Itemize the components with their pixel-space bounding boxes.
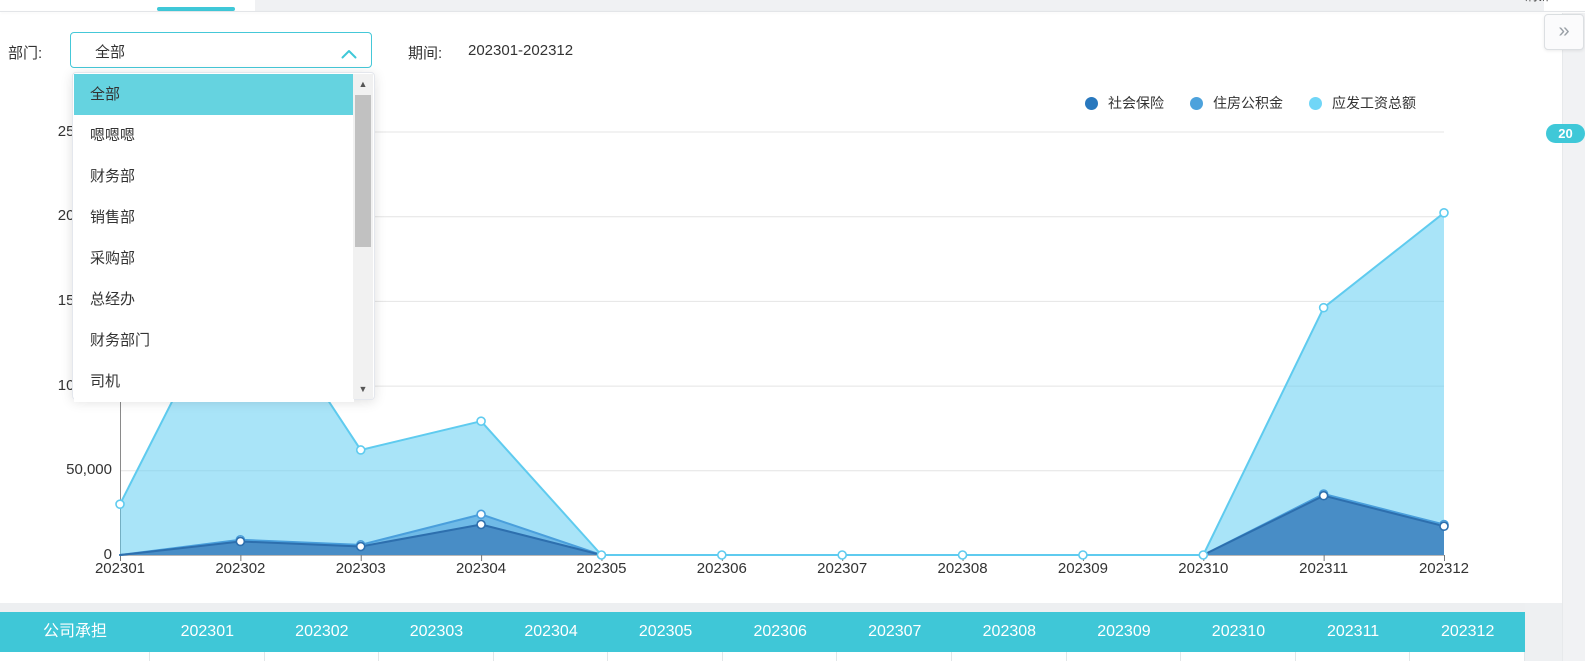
x-axis-tick-label: 202305 bbox=[576, 560, 627, 577]
legend-label: 应发工资总额 bbox=[1332, 95, 1416, 111]
table-cell bbox=[494, 652, 609, 661]
dropdown-option[interactable]: 总经办 bbox=[74, 279, 354, 320]
period-value: 202301-202312 bbox=[468, 42, 574, 59]
table-col-header: 202306 bbox=[753, 623, 807, 640]
area-series-社会保险 bbox=[120, 495, 1444, 555]
dropdown-option[interactable]: 销售部 bbox=[74, 197, 354, 238]
table-header-row: 公司承担 202301 202302 202303 202304 202305 202306… bbox=[0, 612, 1525, 652]
dropdown-option[interactable]: 采购部 bbox=[74, 238, 354, 279]
table-col-header: 202302 bbox=[295, 623, 349, 640]
right-panel-strip bbox=[1562, 13, 1585, 661]
x-axis-tick-label: 202303 bbox=[335, 560, 386, 577]
period-label: 期间: bbox=[408, 45, 443, 62]
period-badge: 20 bbox=[1546, 124, 1585, 143]
legend-item[interactable]: 住房公积金 bbox=[1190, 93, 1283, 113]
active-tab-indicator[interactable] bbox=[157, 7, 235, 11]
topbar-divider bbox=[0, 11, 1585, 12]
y-axis-tick-label: 50,000 bbox=[66, 461, 112, 479]
table-col-header: 202308 bbox=[982, 623, 1037, 640]
dropdown-option[interactable]: 全部 bbox=[74, 74, 354, 115]
table-cell bbox=[1296, 652, 1411, 661]
table-cell bbox=[1410, 652, 1525, 661]
x-axis-tick-label: 202302 bbox=[215, 560, 266, 577]
department-select[interactable]: 全部 bbox=[70, 32, 372, 68]
table-top-strip bbox=[0, 603, 1585, 612]
table-cell bbox=[150, 652, 265, 661]
legend-dot-icon bbox=[1309, 96, 1322, 110]
table-col-header: 202303 bbox=[409, 623, 464, 640]
area-series-住房公积金 bbox=[120, 494, 1444, 555]
legend-label: 社会保险 bbox=[1108, 95, 1164, 111]
table-cell bbox=[608, 652, 723, 661]
table-cell bbox=[723, 652, 838, 661]
legend-item[interactable]: 社会保险 bbox=[1085, 93, 1164, 113]
legend-dot-icon bbox=[1190, 96, 1203, 110]
table-cell bbox=[1067, 652, 1182, 661]
table-col-header: 202304 bbox=[524, 623, 578, 640]
table-cell bbox=[265, 652, 380, 661]
chart-legend: 社会保险 住房公积金 应发工资总额 bbox=[1085, 93, 1416, 113]
dropdown-option[interactable]: 财务部 bbox=[74, 156, 354, 197]
table-cell bbox=[952, 652, 1067, 661]
table-data-row bbox=[0, 652, 1525, 661]
legend-dot-icon bbox=[1085, 96, 1098, 110]
table-row-header: 公司承担 bbox=[42, 623, 107, 640]
table-cell bbox=[0, 652, 150, 661]
dropdown-scrollbar[interactable]: ▲ ▼ bbox=[353, 74, 373, 399]
table-cell bbox=[379, 652, 494, 661]
legend-label: 住房公积金 bbox=[1213, 95, 1283, 111]
x-axis-tick-label: 202311 bbox=[1299, 560, 1349, 577]
dropdown-option[interactable]: 嗯嗯嗯 bbox=[74, 115, 354, 156]
department-label: 部门: bbox=[8, 45, 43, 62]
legend-item[interactable]: 应发工资总额 bbox=[1309, 93, 1416, 113]
scroll-down-icon[interactable]: ▼ bbox=[353, 379, 373, 399]
department-select-value: 全部 bbox=[95, 44, 126, 61]
x-axis-tick-label: 202306 bbox=[696, 560, 747, 577]
x-axis-tick-label: 202312 bbox=[1418, 560, 1470, 577]
y-axis-tick-label: 0 bbox=[103, 546, 112, 563]
x-axis-tick-label: 202310 bbox=[1178, 560, 1229, 577]
table-col-header: 202309 bbox=[1097, 623, 1151, 640]
x-axis-tick-label: 202309 bbox=[1057, 560, 1108, 577]
scrollbar-thumb[interactable] bbox=[355, 95, 371, 247]
table-col-header: 202310 bbox=[1211, 623, 1266, 640]
table-col-header: 202305 bbox=[638, 623, 693, 640]
table-cell bbox=[1181, 652, 1296, 661]
table-col-header: 202311 bbox=[1326, 623, 1380, 640]
table-col-header: 202307 bbox=[868, 623, 922, 640]
tab-bar-background bbox=[255, 0, 1544, 11]
scroll-up-icon[interactable]: ▲ bbox=[353, 74, 373, 94]
table-cell bbox=[837, 652, 953, 661]
department-dropdown: 全部 嗯嗯嗯 财务部 销售部 采购部 总经办 财务部门 司机 ▲ ▼ bbox=[72, 72, 375, 402]
tab-bar bbox=[0, 0, 1585, 11]
x-axis-tick-label: 202308 bbox=[937, 560, 988, 577]
expand-panel-button[interactable]: » bbox=[1544, 14, 1584, 50]
refresh-label: ⟳ 刷新 bbox=[1512, 0, 1572, 4]
table-col-header: 202312 bbox=[1440, 623, 1495, 640]
chevron-up-icon bbox=[341, 46, 357, 64]
refresh-button[interactable]: ⟳ 刷新 bbox=[1512, 0, 1572, 4]
x-axis-tick-label: 202304 bbox=[456, 560, 507, 577]
dropdown-option[interactable]: 司机 bbox=[74, 361, 354, 402]
x-axis-tick-label: 202307 bbox=[817, 560, 868, 577]
dropdown-option[interactable]: 财务部门 bbox=[74, 320, 354, 361]
x-axis-tick-label: 202301 bbox=[94, 560, 146, 577]
table-col-header: 202301 bbox=[180, 623, 234, 640]
